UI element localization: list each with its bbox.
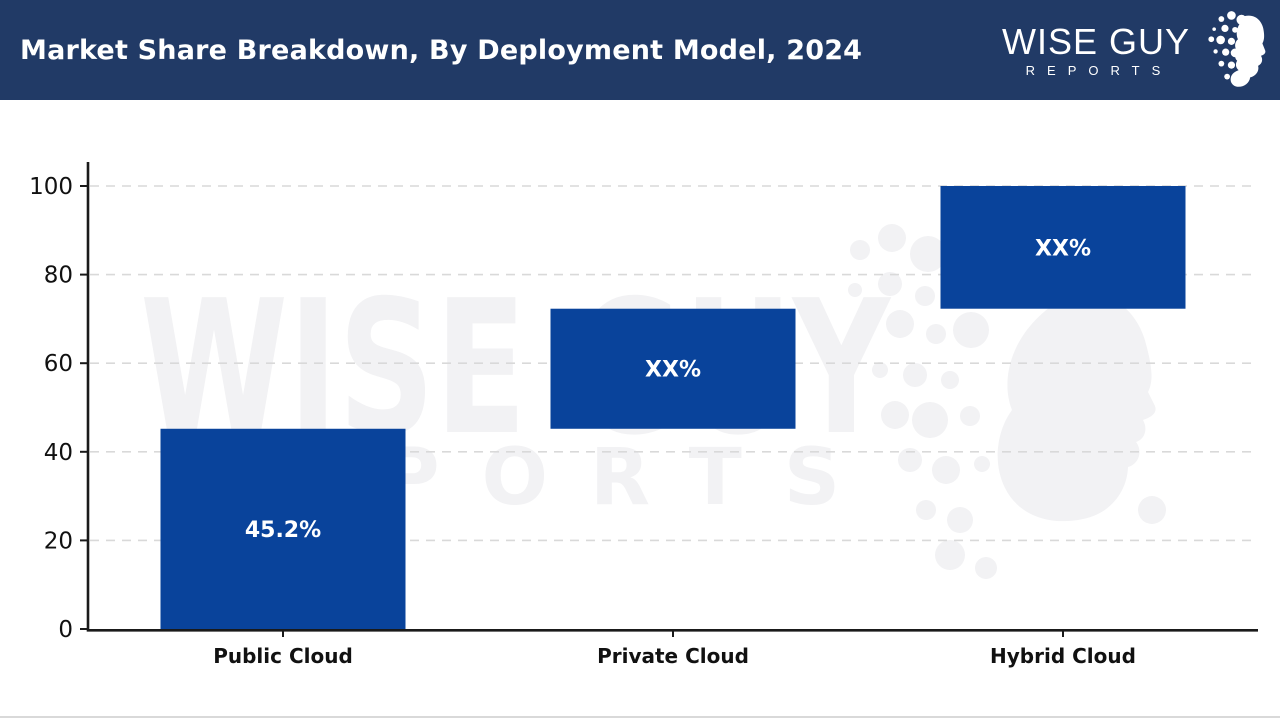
bar-hybrid-cloud (940, 186, 1186, 309)
axes (80, 162, 1258, 637)
bar-value-label: XX% (645, 358, 701, 383)
watermark-face-icon (848, 224, 1166, 579)
bar-public-cloud (160, 428, 406, 629)
bar-private-cloud (550, 308, 796, 429)
bottom-divider (0, 716, 1280, 718)
y-tick-label: 0 (58, 617, 73, 643)
bars: 45.2% XX% XX% (160, 186, 1186, 629)
bar-value-label: 45.2% (245, 518, 321, 543)
wise-guy-reports-logo: WISE GUY REPORTS (1002, 8, 1266, 92)
y-tick-label: 40 (44, 440, 73, 466)
y-tick-label: 60 (44, 351, 73, 377)
logo-wordmark: WISE GUY (1001, 20, 1190, 62)
logo-subtext: REPORTS (1025, 62, 1173, 78)
bar-chart: WISE GUY REPORTS 45.2%XX%XX% 02040608010… (29, 162, 1258, 668)
header-bar: Market Share Breakdown, By Deployment Mo… (0, 0, 1280, 100)
axis-labels: 0 20 40 60 80 100 Public Cloud Private Cloud Hyb… (29, 174, 1136, 668)
x-category-label: Hybrid Cloud (990, 644, 1136, 668)
y-tick-label: 80 (44, 263, 73, 289)
logo-text: WISE GUY REPORTS (1001, 20, 1190, 78)
y-tick-label: 100 (29, 174, 73, 200)
bar-value-label: XX% (1035, 236, 1091, 261)
x-category-label: Public Cloud (213, 644, 353, 668)
page-title: Market Share Breakdown, By Deployment Mo… (20, 34, 863, 66)
x-category-label: Private Cloud (597, 644, 749, 668)
y-tick-label: 20 (44, 528, 73, 554)
logo-face-icon (1208, 11, 1266, 87)
